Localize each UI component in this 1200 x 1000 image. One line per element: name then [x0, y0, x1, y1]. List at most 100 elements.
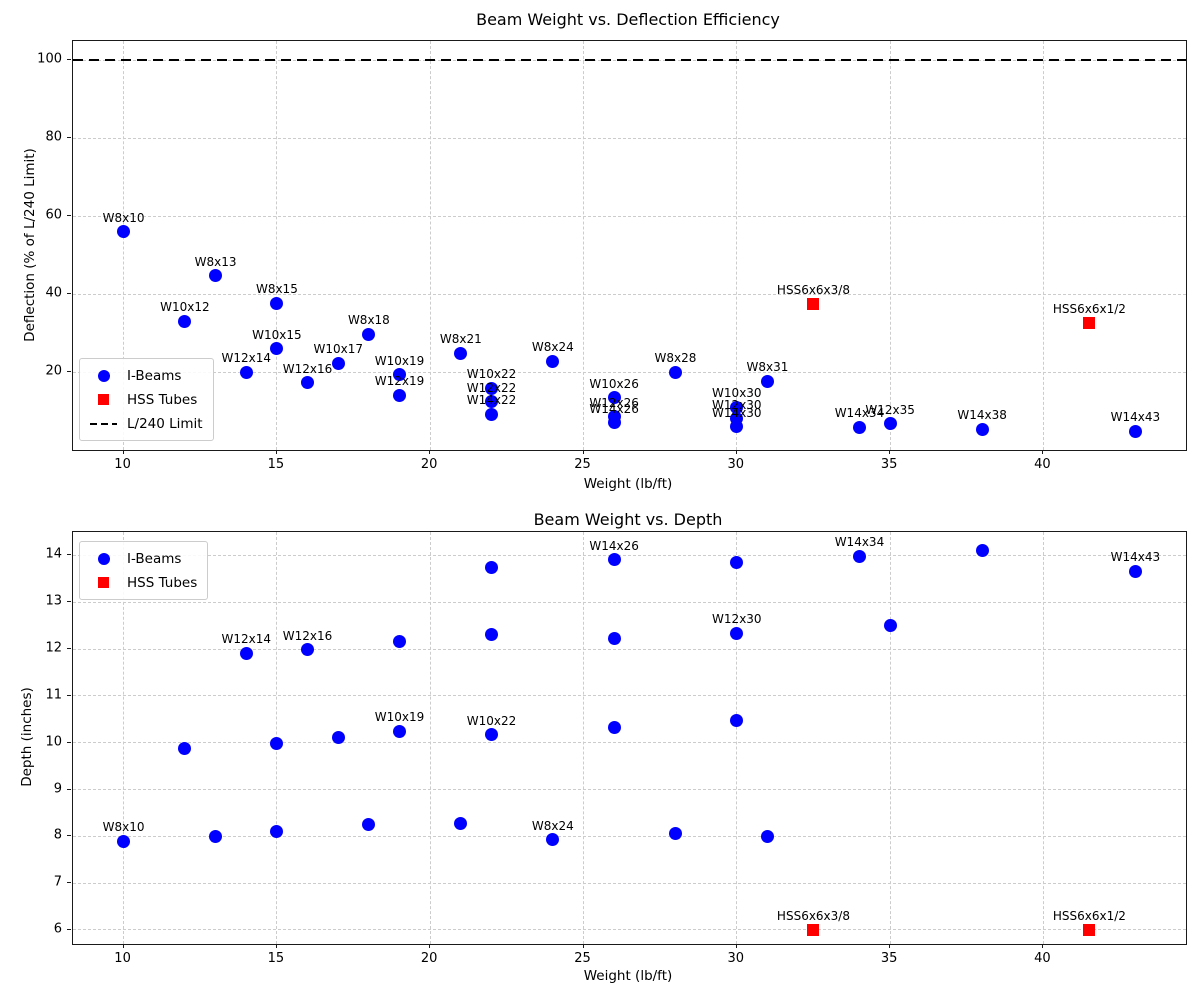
point-label: W12x30: [712, 612, 762, 627]
data-point: [239, 646, 253, 660]
x-tick-label: 40: [1034, 457, 1051, 472]
x-tick-mark: [1042, 944, 1044, 948]
point-label: W8x31: [746, 360, 789, 375]
data-point: [760, 829, 774, 843]
y-tick-mark: [67, 882, 71, 884]
point-label: W12x22: [466, 380, 517, 395]
circle-marker-icon: [97, 369, 110, 382]
x-tick-mark: [889, 944, 891, 948]
gridline-vertical: [889, 532, 891, 944]
square-marker-icon: [98, 394, 109, 405]
y-tick-mark: [67, 741, 71, 743]
y-tick-mark: [67, 601, 71, 603]
legend-label: HSS Tubes: [127, 574, 198, 591]
point-label: W12x14: [221, 351, 271, 366]
data-point: [239, 365, 253, 379]
data-point: [270, 736, 284, 750]
y-tick-label: 20: [45, 363, 62, 379]
data-point: [362, 817, 376, 831]
data-point: [607, 553, 621, 567]
data-point: [393, 635, 407, 649]
depth-chart: Beam Weight vs. Depth Depth (inches) W8x…: [0, 500, 1200, 1000]
y-tick-mark: [67, 293, 71, 295]
x-tick-mark: [735, 944, 737, 948]
hss-legend-icon: [90, 577, 117, 588]
y-tick-label: 6: [53, 921, 62, 937]
data-point: [454, 816, 468, 830]
data-point: [546, 354, 560, 368]
x-tick-label: 25: [574, 951, 591, 966]
gridline-horizontal: [73, 601, 1186, 603]
data-point: [607, 720, 621, 734]
data-point: [270, 342, 284, 356]
gridline-vertical: [583, 41, 584, 450]
x-tick-label: 30: [727, 457, 745, 472]
x-tick-label: 40: [1034, 951, 1051, 966]
data-point: [760, 374, 774, 388]
legend-label: HSS Tubes: [127, 391, 198, 408]
y-tick-label: 10: [45, 734, 62, 750]
gridline-vertical: [429, 41, 431, 450]
data-point: [730, 626, 744, 640]
point-label: HSS6x6x1/2: [1052, 302, 1126, 316]
legend-label: L/240 Limit: [127, 415, 203, 432]
data-point: [975, 544, 989, 558]
data-point: [807, 923, 820, 936]
square-marker-icon: [98, 577, 109, 588]
x-tick-label: 35: [880, 457, 898, 472]
gridline-vertical: [583, 532, 584, 944]
data-point: [883, 417, 897, 430]
y-axis-label: Deflection (% of L/240 Limit): [22, 148, 38, 342]
y-tick-mark: [67, 215, 71, 217]
point-label: W14x26: [589, 401, 639, 416]
gridline-horizontal: [73, 742, 1186, 744]
x-tick-mark: [735, 450, 737, 454]
point-label: W10x12: [160, 300, 210, 315]
gridline-horizontal: [73, 835, 1186, 837]
point-label: W12x35: [865, 402, 915, 417]
data-point: [975, 422, 989, 436]
data-point: [607, 391, 621, 405]
gridline-vertical: [123, 532, 125, 944]
data-point: [546, 833, 560, 847]
point-label: W14x22: [466, 393, 517, 408]
data-point: [454, 346, 468, 360]
point-label: W14x30: [712, 405, 762, 420]
y-tick-mark: [67, 59, 71, 61]
legend-label: I-Beams: [127, 367, 182, 384]
limit-line: [73, 59, 1186, 62]
point-label: W12x19: [374, 374, 425, 389]
x-tick-mark: [582, 450, 584, 454]
data-point: [485, 407, 499, 421]
plot-area: W8x10 W12x14 W12x16 W10x19 W10x22 W8x24 W14x26…: [72, 531, 1187, 945]
y-tick-mark: [67, 137, 71, 139]
legend-entry: I-Beams: [90, 366, 203, 385]
x-tick-mark: [275, 450, 277, 454]
x-tick-mark: [1042, 450, 1044, 454]
gridline-vertical: [429, 532, 431, 944]
data-point: [1128, 564, 1142, 578]
data-point: [270, 296, 284, 310]
data-point: [607, 632, 621, 646]
gridline-horizontal: [73, 137, 1186, 139]
data-point: [1083, 923, 1096, 936]
data-point: [485, 561, 499, 575]
data-point: [331, 356, 345, 370]
point-label: HSS6x6x3/8: [776, 282, 850, 297]
y-tick-mark: [67, 928, 71, 930]
y-tick-label: 60: [45, 207, 62, 223]
dashed-line-icon: [90, 422, 117, 425]
point-label: W8x10: [102, 820, 145, 835]
x-tick-mark: [122, 450, 124, 454]
point-label: W10x26: [589, 376, 639, 391]
x-axis-label: Weight (lb/ft): [583, 476, 673, 492]
gridline-vertical: [123, 41, 125, 450]
y-tick-mark: [67, 648, 71, 650]
data-point: [301, 376, 315, 390]
point-label: W10x15: [252, 327, 302, 342]
data-point: [485, 728, 499, 742]
point-label: W8x28: [654, 351, 697, 366]
gridline-horizontal: [73, 929, 1186, 931]
gridline-vertical: [736, 41, 738, 450]
